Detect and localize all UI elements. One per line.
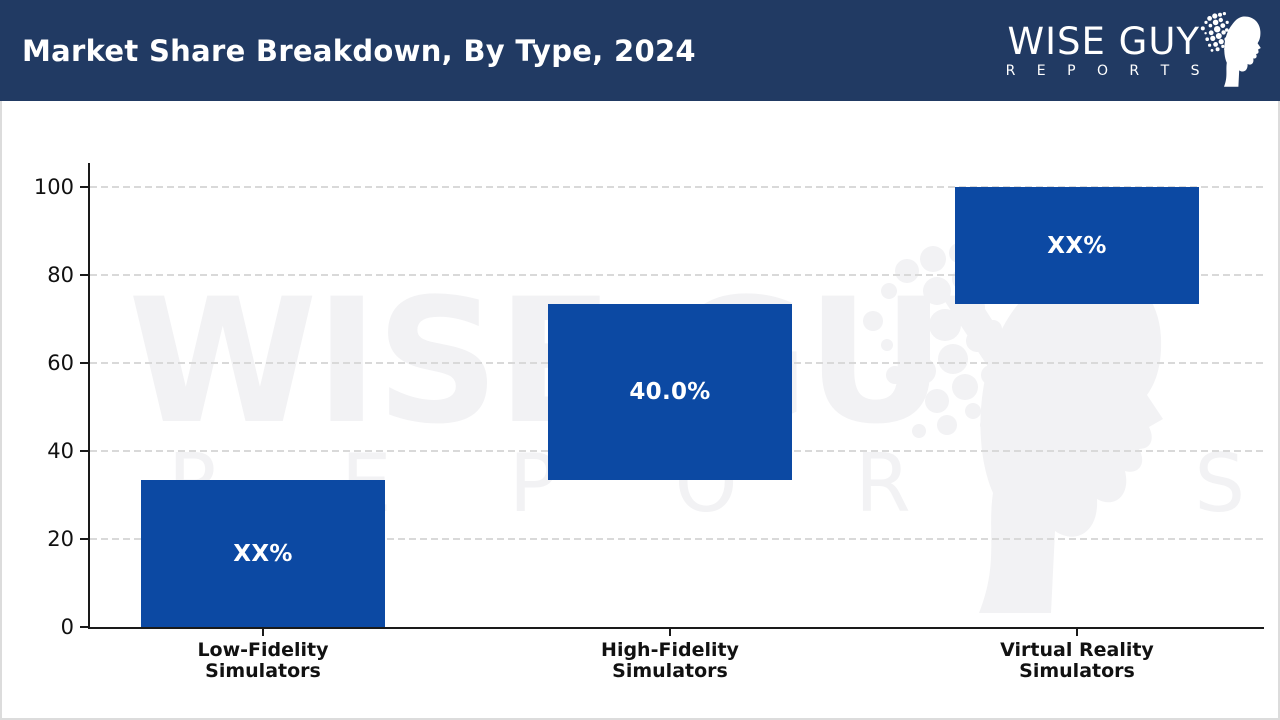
bar-segment: XX% [141,480,385,627]
bar-value-label: 40.0% [629,379,711,405]
x-tick-label: Low-Fidelity Simulators [123,640,403,682]
logo-text: WISE GUY R E P O R T S [1000,23,1208,78]
logo-subtext: R E P O R T S [1005,62,1208,79]
gridline [90,274,1264,276]
gridline [90,186,1264,188]
x-tick-label-line1: Virtual Reality [1000,639,1154,661]
x-tick-label-line1: High-Fidelity [601,639,739,661]
y-tick-label: 100 [33,175,74,199]
y-tick-label: 20 [47,527,74,551]
y-tick-mark [80,450,88,452]
logo-wordmark: WISE GUY [1007,19,1201,63]
x-axis-spine [88,627,1264,629]
x-tick-label-line2: Simulators [612,660,728,682]
bar-segment: 40.0% [548,304,792,480]
x-tick-label-line2: Simulators [1019,660,1135,682]
y-tick-mark [80,274,88,276]
header-bar: Market Share Breakdown, By Type, 2024 WI… [0,0,1280,101]
y-tick-mark [80,186,88,188]
y-tick-label: 40 [47,439,74,463]
chart-canvas: WISE GUY R E P O R T S 0 20 40 60 80 100 XX% Lo… [0,101,1280,720]
x-tick-label: High-Fidelity Simulators [530,640,810,682]
x-tick-label: Virtual Reality Simulators [937,640,1217,682]
y-axis-spine [88,163,90,629]
wise-guy-reports-logo: WISE GUY R E P O R T S [1000,7,1264,93]
logo-head-dots-icon [1200,7,1264,93]
y-tick-label: 80 [47,263,74,287]
bar-value-label: XX% [233,540,293,567]
gridline [90,538,1264,540]
x-tick-label-line2: Simulators [205,660,321,682]
x-tick-mark [669,629,671,636]
y-tick-mark [80,626,88,628]
x-tick-label-line1: Low-Fidelity [197,639,329,661]
x-tick-mark [1076,629,1078,636]
y-tick-mark [80,538,88,540]
y-tick-label: 60 [47,351,74,375]
y-tick-label: 0 [60,615,74,639]
y-tick-mark [80,362,88,364]
x-tick-mark [262,629,264,636]
bar-value-label: XX% [1047,232,1107,259]
page-title: Market Share Breakdown, By Type, 2024 [22,33,696,68]
bar-segment: XX% [955,187,1199,304]
